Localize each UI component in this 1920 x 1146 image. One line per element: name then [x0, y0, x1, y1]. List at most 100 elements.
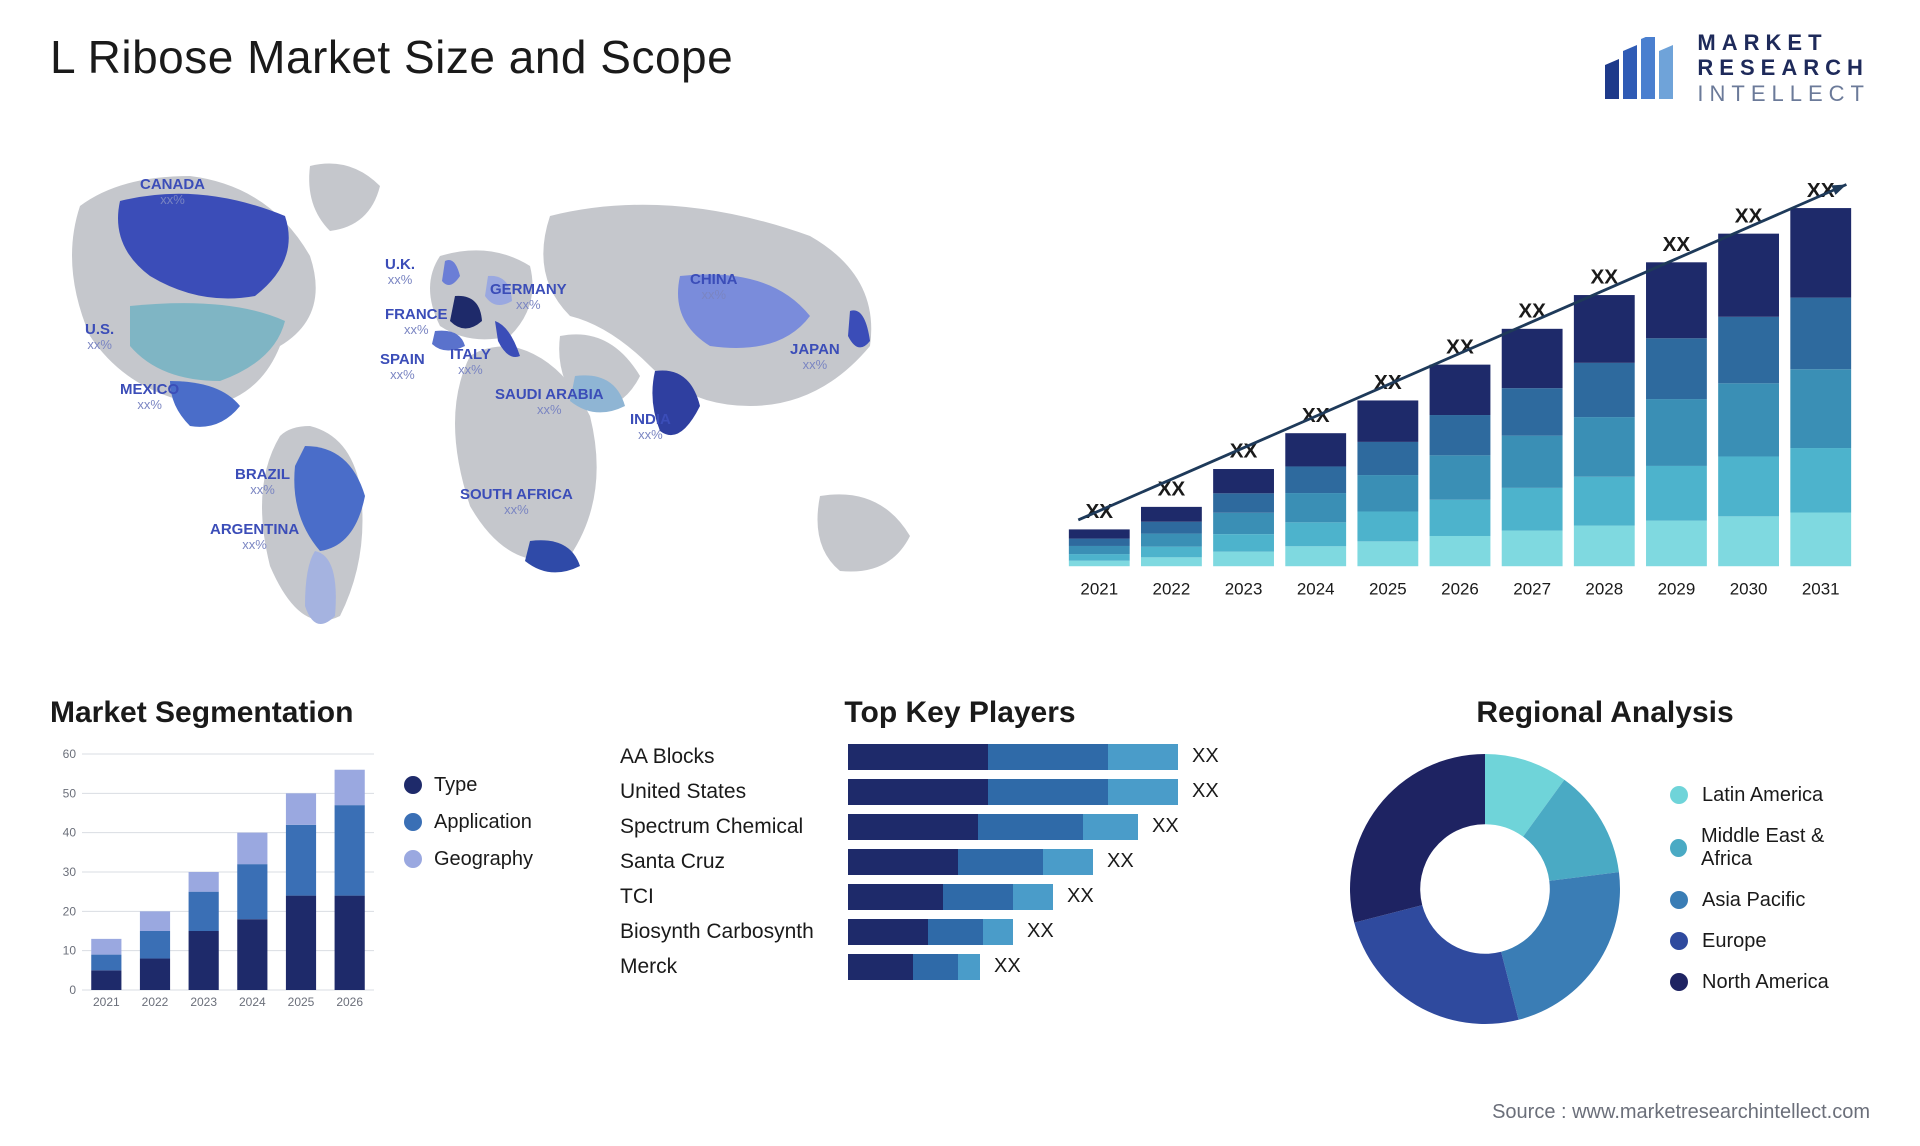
svg-text:2030: 2030	[1730, 579, 1768, 598]
regional-panel: Regional Analysis Latin America Middle Ea…	[1340, 696, 1870, 1034]
player-bar-segment	[983, 919, 1013, 945]
map-country-pct: xx%	[120, 398, 179, 413]
map-country-name: U.S.	[85, 321, 114, 338]
map-country-name: JAPAN	[790, 341, 840, 358]
regional-legend-label: North America	[1702, 971, 1829, 994]
growth-chart: XX2021XX2022XX2023XX2024XX2025XX2026XX20…	[1050, 146, 1870, 666]
svg-text:2029: 2029	[1658, 579, 1696, 598]
player-bar-segment	[1083, 814, 1138, 840]
svg-text:2021: 2021	[93, 995, 120, 1009]
map-country-name: U.K.	[385, 256, 415, 273]
svg-text:XX: XX	[1663, 233, 1691, 256]
map-label-saudi-arabia: SAUDI ARABIAxx%	[495, 386, 604, 418]
map-country-name: GERMANY	[490, 281, 567, 298]
svg-text:2025: 2025	[1369, 579, 1407, 598]
swatch-icon	[1670, 891, 1688, 909]
player-bar-segment	[848, 744, 988, 770]
swatch-icon	[404, 850, 422, 868]
map-country-pct: xx%	[790, 358, 840, 373]
svg-text:XX: XX	[1518, 299, 1546, 322]
swatch-icon	[1670, 932, 1688, 950]
player-value: XX	[1107, 850, 1134, 873]
player-bar-segment	[958, 849, 1043, 875]
svg-text:2021: 2021	[1080, 579, 1118, 598]
player-name: Biosynth Carbosynth	[620, 920, 830, 944]
map-country-name: SAUDI ARABIA	[495, 386, 604, 403]
logo-line2: RESEARCH	[1697, 55, 1870, 80]
player-name: TCI	[620, 885, 830, 909]
map-country-pct: xx%	[210, 538, 299, 553]
regional-legend: Latin America Middle East & Africa Asia Pa…	[1670, 784, 1870, 994]
map-country-name: SOUTH AFRICA	[460, 486, 573, 503]
seg-legend-label: Application	[434, 811, 532, 834]
player-row: Biosynth Carbosynth XX	[620, 919, 1300, 945]
map-country-pct: xx%	[690, 288, 738, 303]
player-bar-segment	[978, 814, 1083, 840]
map-country-pct: xx%	[385, 323, 448, 338]
svg-text:2026: 2026	[1441, 579, 1479, 598]
regional-legend-label: Europe	[1702, 930, 1767, 953]
svg-text:2022: 2022	[142, 995, 169, 1009]
map-country-pct: xx%	[140, 193, 205, 208]
player-bar-segment	[988, 744, 1108, 770]
segmentation-chart: 0102030405060202120222023202420252026	[50, 744, 380, 1014]
map-country-name: SPAIN	[380, 351, 425, 368]
map-label-germany: GERMANYxx%	[490, 281, 567, 313]
player-row: TCI XX	[620, 884, 1300, 910]
player-bar-segment	[958, 954, 980, 980]
map-label-u-k-: U.K.xx%	[385, 256, 415, 288]
map-label-mexico: MEXICOxx%	[120, 381, 179, 413]
regional-donut-chart	[1340, 744, 1630, 1034]
logo: MARKET RESEARCH INTELLECT	[1605, 30, 1870, 106]
player-bar-segment	[848, 919, 928, 945]
regional-title: Regional Analysis	[1340, 696, 1870, 730]
logo-line1: MARKET	[1697, 30, 1870, 55]
svg-text:60: 60	[63, 747, 77, 761]
regional-legend-label: Latin America	[1702, 784, 1823, 807]
swatch-icon	[1670, 786, 1688, 804]
seg-legend-item: Geography	[404, 848, 533, 871]
key-players-title: Top Key Players	[620, 696, 1300, 730]
map-country-pct: xx%	[460, 503, 573, 518]
player-value: XX	[1027, 920, 1054, 943]
player-bar	[848, 744, 1178, 770]
player-bar-segment	[848, 849, 958, 875]
svg-text:2026: 2026	[336, 995, 363, 1009]
player-name: AA Blocks	[620, 745, 830, 769]
map-country-name: FRANCE	[385, 306, 448, 323]
map-label-argentina: ARGENTINAxx%	[210, 521, 299, 553]
growth-chart-panel: XX2021XX2022XX2023XX2024XX2025XX2026XX20…	[1050, 146, 1870, 666]
map-country-name: INDIA	[630, 411, 671, 428]
page-title: L Ribose Market Size and Scope	[50, 30, 733, 84]
player-bar-wrap: XX	[848, 779, 1219, 805]
player-bar-segment	[848, 884, 943, 910]
svg-text:0: 0	[69, 983, 76, 997]
regional-legend-label: Asia Pacific	[1702, 889, 1805, 912]
player-bar-segment	[928, 919, 983, 945]
seg-legend-label: Type	[434, 774, 477, 797]
map-country-pct: xx%	[630, 428, 671, 443]
player-row: MerckXX	[620, 954, 1300, 980]
player-bar-wrap: XX	[848, 884, 1094, 910]
player-bar-segment	[848, 779, 988, 805]
regional-legend-label: Middle East & Africa	[1701, 825, 1870, 871]
svg-text:2027: 2027	[1513, 579, 1551, 598]
map-country-pct: xx%	[85, 338, 114, 353]
svg-text:2024: 2024	[239, 995, 266, 1009]
player-bar-segment	[988, 779, 1108, 805]
regional-legend-item: Middle East & Africa	[1670, 825, 1870, 871]
player-value: XX	[1192, 745, 1219, 768]
svg-text:50: 50	[63, 786, 77, 800]
map-label-u-s-: U.S.xx%	[85, 321, 114, 353]
svg-text:2031: 2031	[1802, 579, 1840, 598]
seg-legend-item: Application	[404, 811, 533, 834]
map-country-pct: xx%	[450, 363, 491, 378]
seg-legend-label: Geography	[434, 848, 533, 871]
regional-legend-item: North America	[1670, 971, 1870, 994]
map-label-south-africa: SOUTH AFRICAxx%	[460, 486, 573, 518]
player-bar	[848, 814, 1138, 840]
svg-text:20: 20	[63, 904, 77, 918]
regional-legend-item: Latin America	[1670, 784, 1870, 807]
player-bar-wrap: XX	[848, 849, 1134, 875]
player-row: AA Blocks XX	[620, 744, 1300, 770]
